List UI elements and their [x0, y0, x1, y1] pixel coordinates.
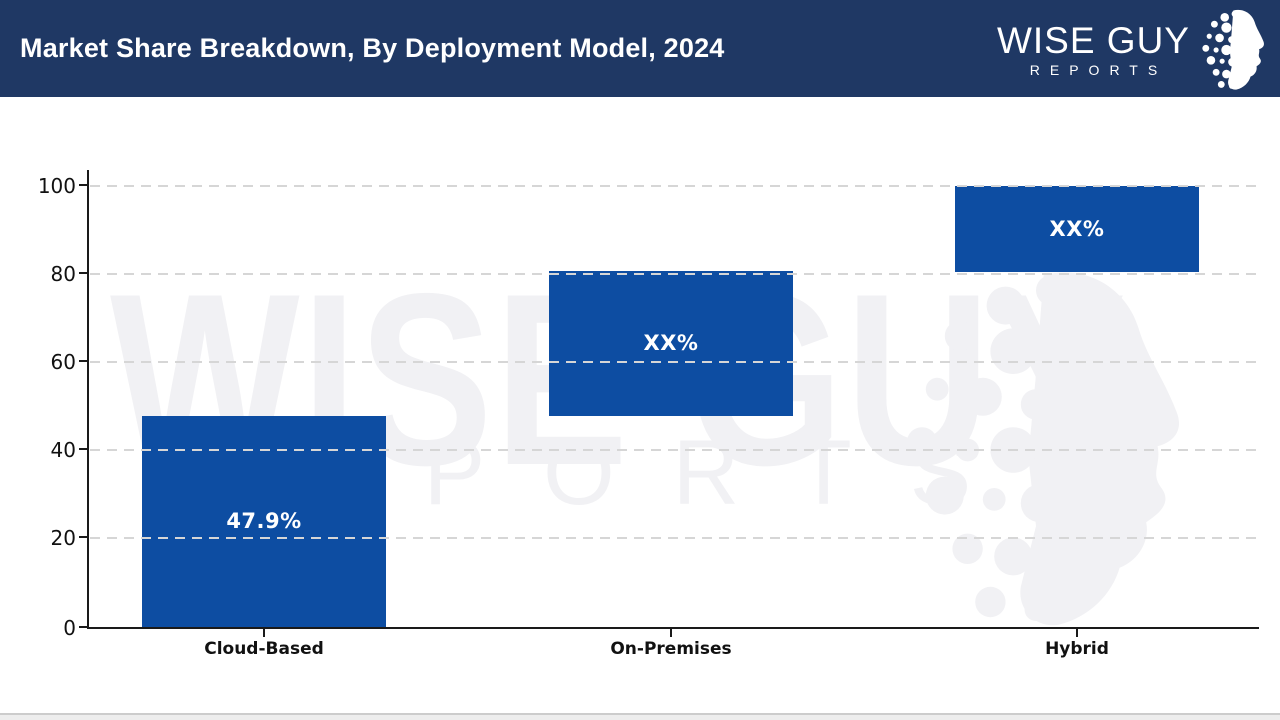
x-tick-mark [263, 629, 265, 637]
y-tick-label: 20 [50, 526, 76, 550]
x-tick-mark [1076, 629, 1078, 637]
gridline-100 [90, 185, 1259, 187]
gridline-80 [90, 273, 1259, 275]
x-tick-mark [670, 629, 672, 637]
footer-strip [0, 715, 1280, 720]
logo: WISE GUY REPORTS [997, 6, 1266, 94]
page-title: Market Share Breakdown, By Deployment Mo… [20, 33, 725, 63]
y-tick-label: 60 [50, 350, 76, 374]
bar-on-premises: XX% [549, 271, 793, 416]
y-tick-label: 0 [63, 616, 76, 640]
gridline-20 [90, 537, 1259, 539]
gridline-40 [90, 449, 1259, 451]
logo-head-icon [1202, 9, 1264, 90]
y-tick-mark [79, 184, 88, 186]
category-label-hybrid: Hybrid [1045, 639, 1109, 659]
bar-cloud-based: 47.9% [142, 415, 386, 627]
category-label-on-premises: On-Premises [610, 639, 732, 659]
y-tick-mark [79, 536, 88, 538]
bar-value-label: 47.9% [226, 509, 302, 534]
y-axis-line [87, 170, 89, 629]
y-tick-label: 80 [50, 262, 76, 286]
logo-text: WISE GUY REPORTS [997, 22, 1190, 78]
bar-hybrid: XX% [955, 186, 1199, 272]
header-bar: Market Share Breakdown, By Deployment Mo… [0, 0, 1280, 97]
logo-reports-label: REPORTS [1029, 62, 1168, 78]
y-tick-mark [79, 360, 88, 362]
bar-value-label: XX% [643, 331, 699, 356]
y-tick-label: 100 [37, 174, 76, 198]
x-axis-line [87, 627, 1259, 629]
y-tick-label: 40 [50, 438, 76, 462]
footer-rule [0, 713, 1280, 715]
y-tick-mark [79, 626, 88, 628]
bar-value-label: XX% [1049, 217, 1105, 241]
y-tick-mark [79, 272, 88, 274]
logo-wiseguy-label: WISE GUY [996, 20, 1190, 61]
gridline-60 [90, 361, 1259, 363]
category-label-cloud-based: Cloud-Based [204, 639, 324, 659]
y-tick-mark [79, 448, 88, 450]
